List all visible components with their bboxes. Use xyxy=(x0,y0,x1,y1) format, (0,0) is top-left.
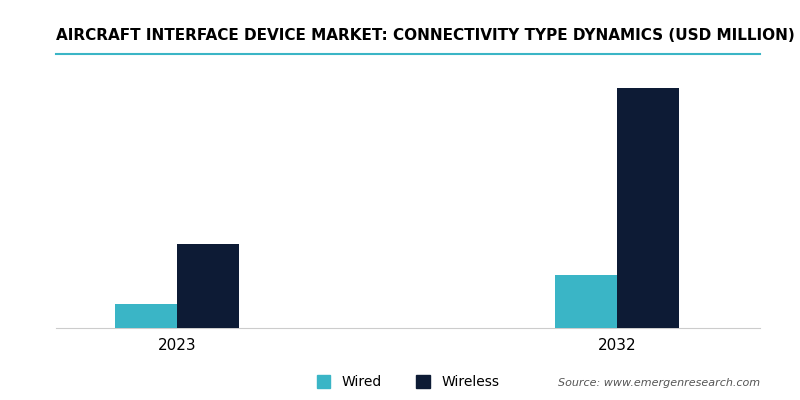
Bar xyxy=(177,244,238,328)
Bar xyxy=(115,304,177,328)
Legend: Wired, Wireless: Wired, Wireless xyxy=(311,370,505,395)
Bar xyxy=(617,88,678,328)
Text: Source: www.emergenresearch.com: Source: www.emergenresearch.com xyxy=(558,378,760,388)
Bar xyxy=(555,275,617,328)
Text: AIRCRAFT INTERFACE DEVICE MARKET: CONNECTIVITY TYPE DYNAMICS (USD MILLION): AIRCRAFT INTERFACE DEVICE MARKET: CONNEC… xyxy=(56,28,794,43)
